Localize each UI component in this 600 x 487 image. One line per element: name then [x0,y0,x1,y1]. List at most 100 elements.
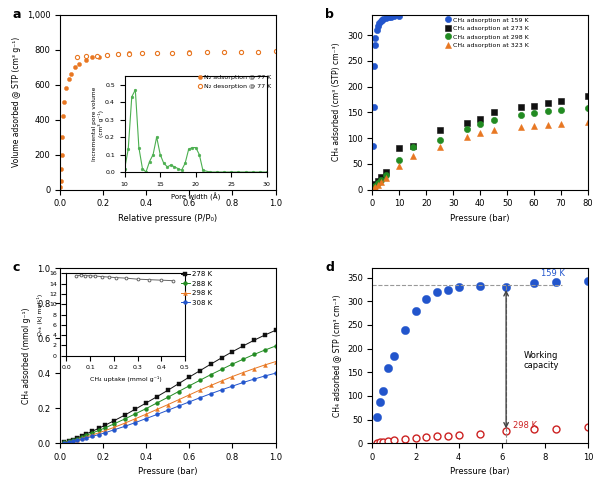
N₂ adsorption @ 77 K [57,178,64,184]
Line: N₂ adsorption @ 77 K: N₂ adsorption @ 77 K [58,49,278,189]
Text: c: c [13,261,20,274]
Y-axis label: CH₄ adsorbed @ STP (cm³ cm⁻³): CH₄ adsorbed @ STP (cm³ cm⁻³) [332,295,341,417]
CH₄ adsorption at 159 K [376,20,383,26]
288 K [121,416,128,422]
CH₄ adsorption at 323 K [584,119,592,125]
298 K [78,435,85,441]
CH₄ adsorption at 159 K [388,14,395,19]
N₂ desorption @ 77 K [220,49,227,55]
CH₄ adsorption at 159 K [371,35,379,41]
CH₄ adsorption at 273 K [374,178,382,184]
Line: 298 K: 298 K [62,360,277,445]
CH₄ adsorption at 273 K [409,143,416,149]
308 K [65,439,72,445]
288 K [78,434,85,440]
278 K [95,425,103,431]
Line: 278 K: 278 K [62,328,277,444]
CH₄ adsorption at 159 K [379,17,386,23]
298 K [207,382,214,388]
308 K [143,415,150,421]
N₂ adsorption @ 77 K [203,49,210,55]
CH₄ adsorption at 298 K [370,185,377,190]
CH₄ adsorption at 159 K [385,14,392,20]
X-axis label: Pressure (bar): Pressure (bar) [451,468,510,476]
Line: CH₄ adsorption at 273 K: CH₄ adsorption at 273 K [371,93,591,190]
N₂ desorption @ 77 K [154,50,161,56]
278 K [110,418,118,424]
278 K [74,435,81,441]
N₂ desorption @ 77 K [125,51,133,56]
N₂ adsorption @ 77 K [59,134,66,140]
N₂ desorption @ 77 K [203,50,210,56]
N₂ adsorption @ 77 K [220,49,227,55]
Text: a: a [13,8,21,20]
CH₄ adsorption at 323 K [436,144,443,150]
298 K [61,440,68,446]
CH₄ adsorption at 159 K [377,19,384,24]
CH₄ adsorption at 159 K [371,63,378,69]
CH₄ adsorption at 273 K [544,100,551,106]
Line: CH₄ adsorption at 159 K: CH₄ adsorption at 159 K [370,13,403,149]
298 K [229,374,236,379]
CH₄ adsorption at 273 K [517,104,524,110]
CH₄ adsorption at 273 K [557,98,565,104]
278 K [186,374,193,380]
308 K [196,395,203,401]
N₂ adsorption @ 77 K [82,57,89,63]
N₂ adsorption @ 77 K [238,49,245,55]
CH₄ adsorption at 298 K [377,177,384,183]
288 K [70,437,77,443]
N₂ adsorption @ 77 K [59,113,67,119]
308 K [207,391,214,396]
278 K [65,438,72,444]
CH₄ adsorption at 323 K [544,122,551,128]
CH₄ adsorption at 323 K [374,182,382,188]
CH₄ adsorption at 273 K [377,174,384,180]
298 K [65,439,72,445]
298 K [74,437,81,443]
278 K [175,381,182,387]
298 K [261,362,268,368]
N₂ adsorption @ 77 K [104,52,111,58]
288 K [74,436,81,442]
278 K [78,433,85,439]
N₂ adsorption @ 77 K [76,61,83,67]
N₂ desorption @ 77 K [186,50,193,56]
CH₄ adsorption at 323 K [370,185,377,191]
N₂ desorption @ 77 K [74,54,81,60]
288 K [272,343,279,349]
CH₄ adsorption at 298 K [371,183,379,189]
288 K [250,352,257,357]
CH₄ adsorption at 298 K [557,107,565,112]
N₂ desorption @ 77 K [93,53,100,58]
278 K [218,355,225,361]
288 K [207,372,214,377]
308 K [101,430,109,435]
N₂ adsorption @ 77 K [56,184,64,190]
CH₄ adsorption at 323 K [463,133,470,139]
CH₄ adsorption at 323 K [371,184,379,190]
CH₄ adsorption at 298 K [530,111,538,116]
N₂ adsorption @ 77 K [58,166,65,171]
308 K [70,438,77,444]
N₂ adsorption @ 77 K [58,151,65,157]
CH₄ adsorption at 159 K [374,23,382,29]
278 K [261,332,268,338]
308 K [261,373,268,379]
288 K [239,356,247,362]
CH₄ adsorption at 298 K [544,109,551,114]
298 K [95,430,103,436]
CH₄ adsorption at 273 K [490,110,497,115]
Y-axis label: Volume adsorbed @ STP (cm³ g⁻¹): Volume adsorbed @ STP (cm³ g⁻¹) [12,37,21,167]
Text: Working
capacity: Working capacity [523,351,559,370]
288 K [95,428,103,433]
288 K [218,366,225,372]
CH₄ adsorption at 298 K [463,126,470,132]
CH₄ adsorption at 159 K [373,27,380,33]
CH₄ adsorption at 159 K [370,143,377,149]
278 K [82,431,89,437]
308 K [229,383,236,389]
CH₄ adsorption at 159 K [370,104,377,110]
N₂ adsorption @ 77 K [125,51,133,56]
288 K [229,361,236,367]
